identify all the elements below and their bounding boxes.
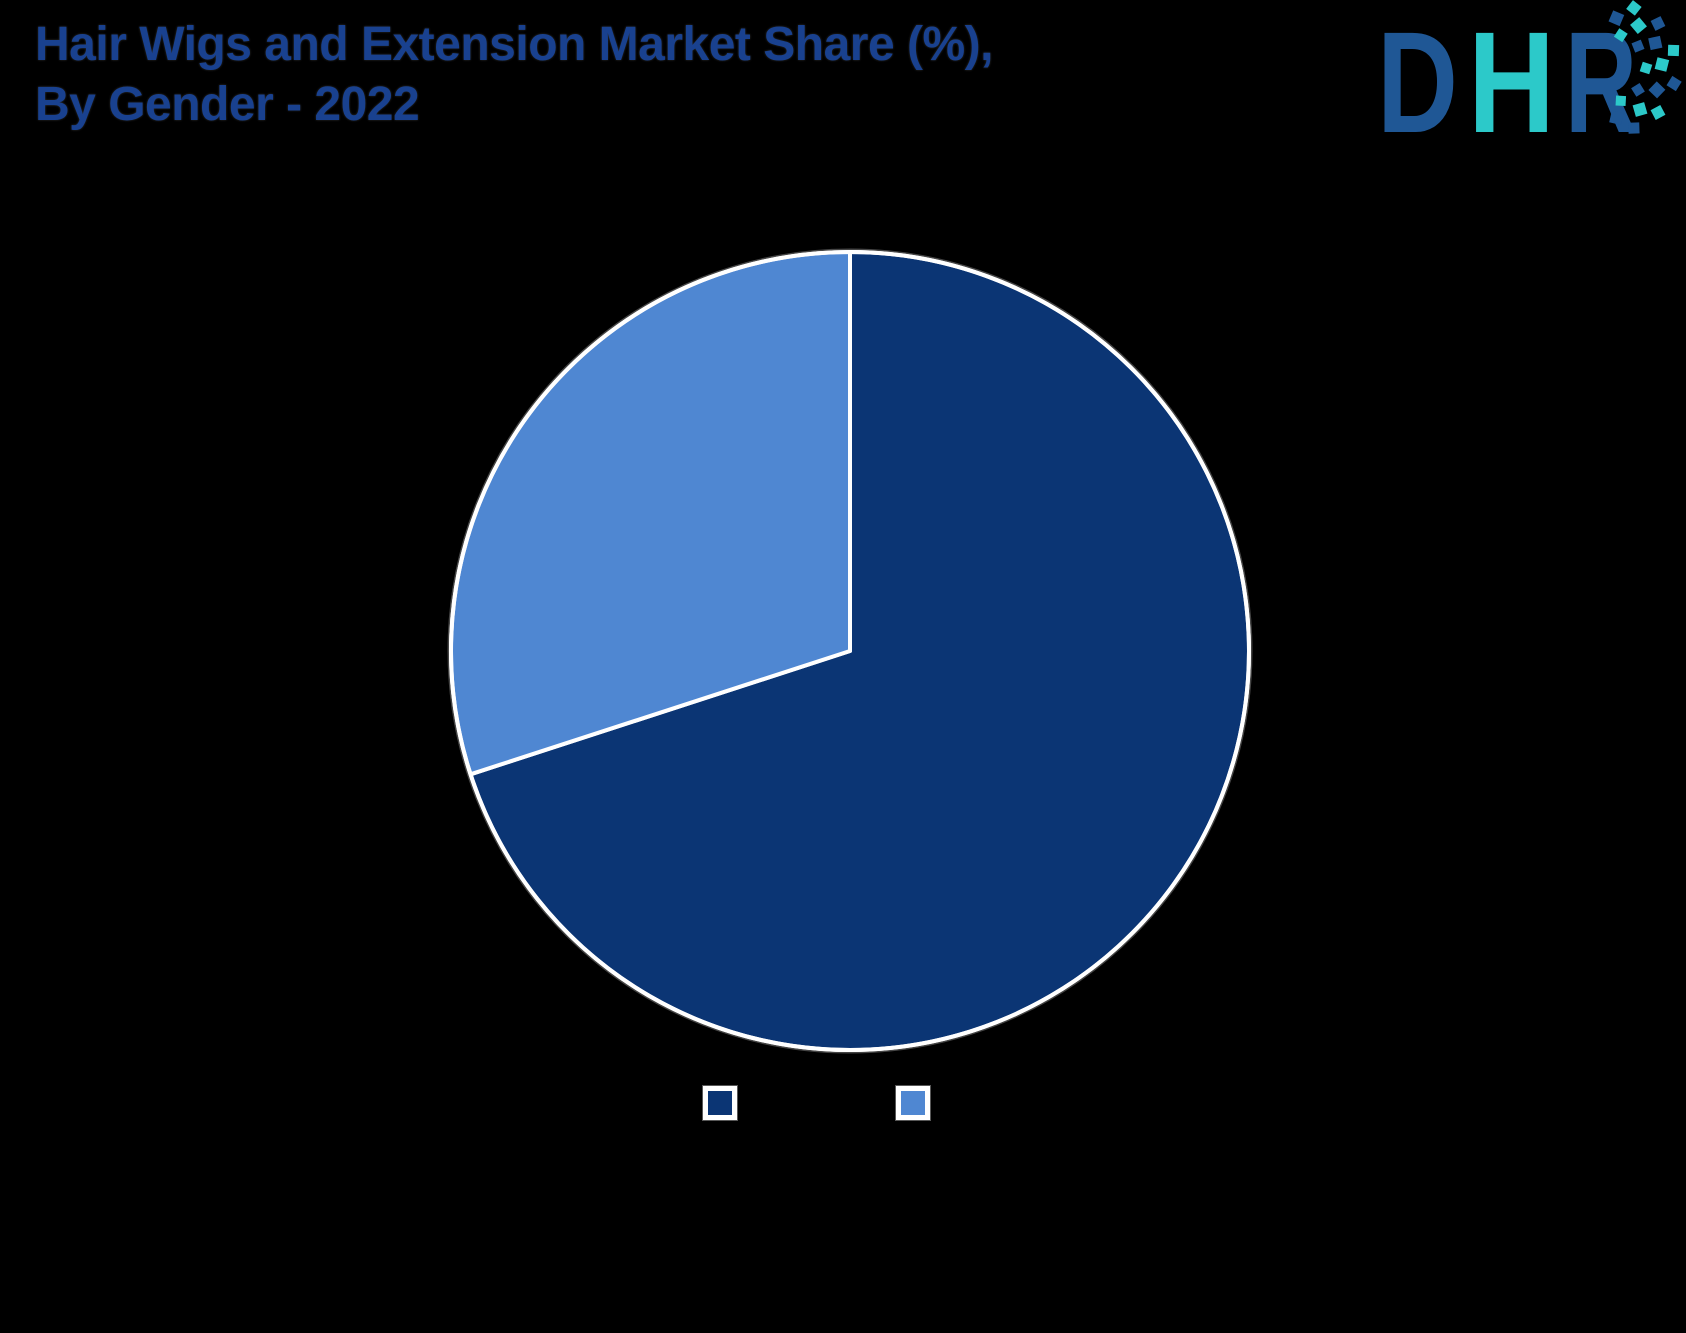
logo-letter-r: R: [1565, 2, 1637, 163]
chart-legend: [703, 1086, 930, 1120]
logo-dot: [1626, 0, 1642, 16]
logo-dot-burst-icon: [1608, 0, 1682, 134]
logo-letters: D H R: [1377, 2, 1637, 163]
chart-title-line1: Hair Wigs and Extension Market Share (%)…: [35, 18, 993, 71]
logo-dot: [1630, 17, 1647, 35]
logo-dot: [1608, 10, 1625, 27]
logo-dot: [1609, 110, 1624, 125]
logo-dot: [1615, 95, 1627, 107]
logo-dot: [1613, 28, 1628, 43]
chart-title: Hair Wigs and Extension Market Share (%)…: [35, 15, 993, 135]
logo-dot: [1667, 44, 1680, 57]
logo-dot: [1654, 57, 1670, 72]
logo-dot: [1631, 83, 1645, 97]
logo-dot: [1639, 61, 1653, 75]
logo-dot: [1648, 35, 1663, 51]
pie-slices: [449, 250, 1251, 1052]
dhr-logo: D H R: [1377, 0, 1682, 163]
legend-swatch-1: [896, 1086, 930, 1120]
logo-dot: [1628, 122, 1640, 134]
logo-letter-d: D: [1377, 2, 1458, 163]
logo-dot: [1666, 75, 1682, 92]
logo-dot: [1632, 102, 1648, 117]
logo-dot: [1648, 81, 1666, 99]
legend-swatch-0: [703, 1086, 737, 1120]
logo-dot: [1631, 39, 1645, 53]
logo-letter-h: H: [1468, 2, 1555, 163]
logo-dot: [1650, 16, 1666, 31]
logo-dot: [1650, 105, 1666, 120]
chart-title-line2: By Gender - 2022: [35, 78, 420, 131]
pie-outline: [449, 250, 1251, 1052]
pie-chart: [447, 248, 1253, 1054]
